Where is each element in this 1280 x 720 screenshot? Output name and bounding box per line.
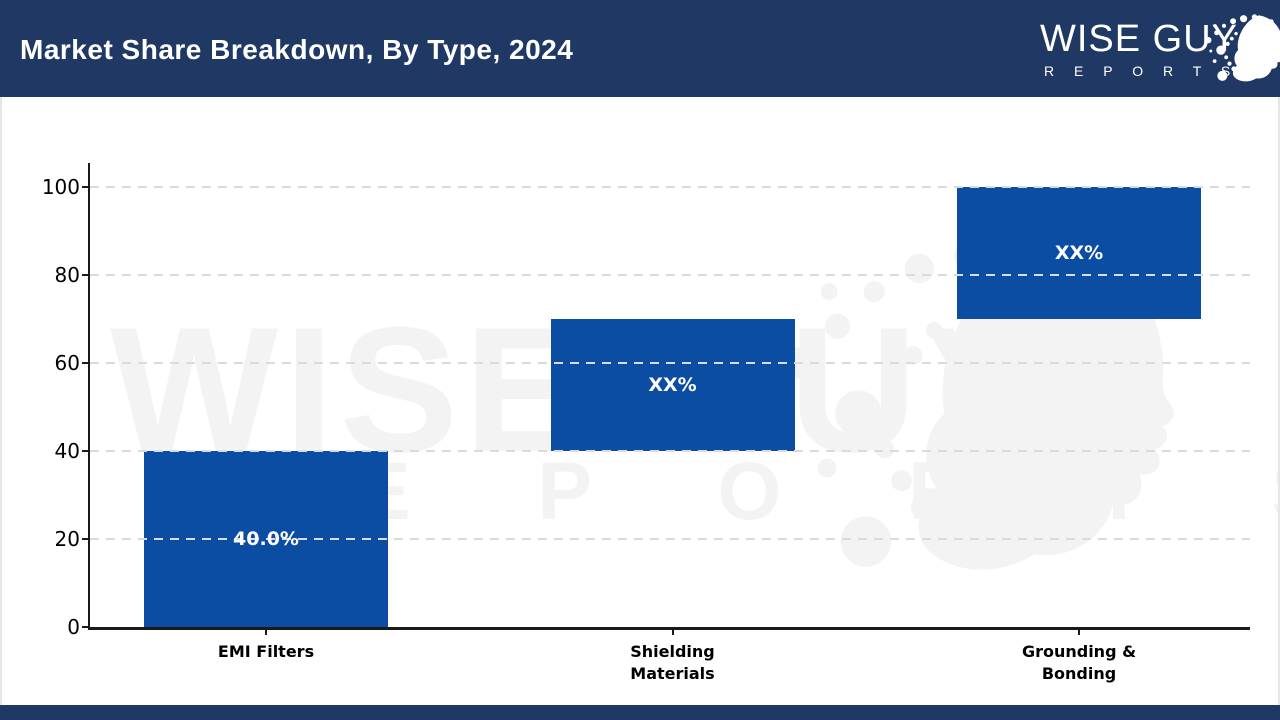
x-tick-mark xyxy=(1078,627,1080,635)
brand-logo-wordmark: WISE GUY xyxy=(1040,18,1239,60)
brand-logo: WISE GUY R E P O R T S xyxy=(1030,0,1280,97)
bar-3 xyxy=(957,187,1201,319)
header-bar: Market Share Breakdown, By Type, 2024 WI… xyxy=(0,0,1280,97)
y-tick-label: 20 xyxy=(54,527,80,551)
y-tick-mark xyxy=(82,362,90,364)
bar-value-label: 40.0% xyxy=(233,528,299,550)
y-tick-label: 60 xyxy=(54,351,80,375)
y-tick-label: 100 xyxy=(41,175,80,199)
x-category-label: EMI Filters xyxy=(217,642,315,661)
page-title: Market Share Breakdown, By Type, 2024 xyxy=(20,34,574,65)
y-tick-label: 80 xyxy=(54,263,80,287)
gridline-80 xyxy=(90,274,1250,276)
x-tick-mark xyxy=(265,627,267,635)
gridline-40 xyxy=(90,450,1250,452)
y-tick-mark xyxy=(82,274,90,276)
gridline-60 xyxy=(90,362,1250,364)
x-axis-line xyxy=(88,627,1250,630)
x-category-label: Grounding & Bonding xyxy=(1021,642,1137,683)
y-tick-mark xyxy=(82,186,90,188)
bar-2 xyxy=(550,319,795,451)
y-tick-label: 0 xyxy=(67,615,80,639)
y-axis-line xyxy=(88,163,90,629)
gridline-20 xyxy=(90,538,1250,540)
x-tick-mark xyxy=(671,627,674,635)
y-tick-mark xyxy=(82,450,90,452)
y-tick-label: 40 xyxy=(54,439,80,463)
gridline-100 xyxy=(90,186,1250,188)
y-tick-mark xyxy=(82,538,90,540)
brand-face-icon xyxy=(1205,14,1280,82)
plot-area: WISE GUY R E P O R T S 40.0% XX% XX% 0 20 40 6… xyxy=(0,97,1280,705)
brand-logo-subtext: R E P O R T S xyxy=(1044,63,1239,79)
bar-value-label: XX% xyxy=(1054,242,1104,264)
bar-value-label: XX% xyxy=(648,374,697,396)
y-tick-mark xyxy=(82,626,90,628)
footer-bar xyxy=(0,705,1280,720)
x-category-label: Shielding Materials xyxy=(630,642,715,683)
